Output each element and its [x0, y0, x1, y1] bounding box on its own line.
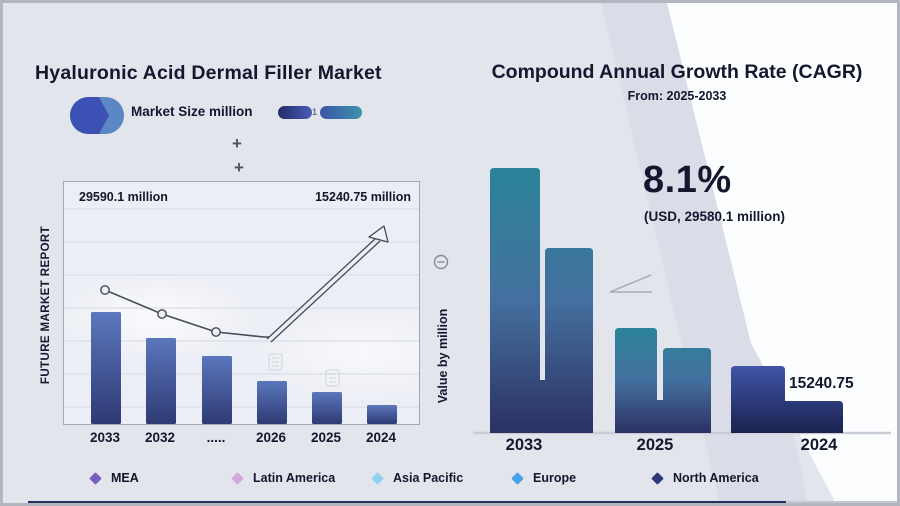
- cagr-bar-group: [490, 168, 593, 433]
- legend-label: Asia Pacific: [393, 471, 464, 485]
- y-axis-label-brand: FUTURE MARKET REPORT: [40, 225, 52, 385]
- ratio-pill-dark-icon: [278, 106, 312, 119]
- market-size-chart-panel: 29590.1 million 15240.75 million: [63, 181, 420, 425]
- bar-value-label: 15240.75: [789, 375, 854, 392]
- ratio-pill-teal-icon: [320, 106, 362, 119]
- legend-item-mea: MEA: [89, 471, 139, 485]
- market-size-chart: [64, 208, 419, 424]
- value-annotation-2024: 15240.75 million: [315, 190, 411, 204]
- value-annotation-2033: 29590.1 million: [79, 190, 168, 204]
- x-label: 2025: [310, 430, 342, 445]
- cagr-bar-group: [615, 328, 711, 433]
- x-label: 2033: [505, 436, 543, 454]
- legend-item-latin-america: Latin America: [231, 471, 335, 485]
- y-axis-label-value: Value by million: [436, 308, 450, 404]
- cagr-title: Compound Annual Growth Rate (CAGR): [491, 61, 863, 83]
- series-label: Market Size million: [131, 104, 253, 119]
- legend-label: MEA: [111, 471, 139, 485]
- cagr-note: (USD, 29580.1 million): [644, 209, 786, 224]
- legend-label: North America: [673, 471, 759, 485]
- legend-label: Latin America: [253, 471, 336, 485]
- x-label: .....: [206, 430, 226, 445]
- diamond-icon: [511, 472, 524, 484]
- page-title: Hyaluronic Acid Dermal Filler Market: [35, 62, 382, 84]
- diamond-icon: [231, 472, 244, 484]
- x-label: 2026: [255, 430, 287, 445]
- cagr-chart: [473, 168, 891, 435]
- plus-mark-icon: +: [232, 134, 242, 153]
- minus-circle-icon: [433, 254, 449, 270]
- x-label: 2024: [365, 430, 397, 445]
- x-label: 2033: [89, 430, 121, 445]
- corner-line-decoration: [609, 274, 652, 293]
- capsule-icon: [70, 97, 124, 134]
- pill-separator: 1: [312, 107, 318, 117]
- plus-mark-icon: +: [234, 158, 244, 177]
- x-label: 2025: [636, 436, 674, 454]
- legend-item-north-america: North America: [651, 471, 759, 485]
- legend-label: Europe: [533, 471, 577, 485]
- legend-item-asia-pacific: Asia Pacific: [371, 471, 463, 485]
- cagr-bar-group: [731, 366, 843, 433]
- diamond-icon: [651, 472, 664, 484]
- x-label: 2032: [144, 430, 176, 445]
- diamond-icon: [89, 472, 102, 484]
- legend-item-europe: Europe: [511, 471, 576, 485]
- diamond-icon: [371, 472, 384, 484]
- bottom-accent-strip-light: [786, 501, 897, 503]
- cagr-subtitle: From: 2025-2033: [627, 89, 727, 103]
- bottom-accent-strip: [28, 501, 786, 503]
- cagr-value: 8.1%: [643, 159, 732, 201]
- x-label: 2024: [800, 436, 838, 454]
